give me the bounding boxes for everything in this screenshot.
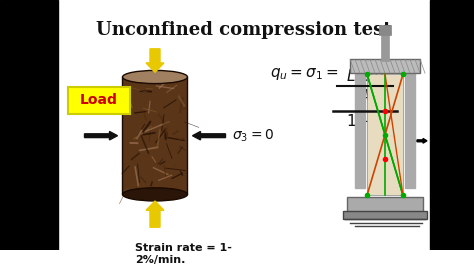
Text: $q_u = \sigma_1 = $: $q_u = \sigma_1 = $ xyxy=(270,66,338,82)
FancyArrow shape xyxy=(192,131,226,140)
Text: Load: Load xyxy=(80,93,118,107)
Text: $1 - \varepsilon$: $1 - \varepsilon$ xyxy=(346,113,384,129)
FancyArrow shape xyxy=(417,139,427,143)
Bar xyxy=(347,197,423,214)
Bar xyxy=(379,25,391,35)
Ellipse shape xyxy=(122,188,188,201)
Bar xyxy=(350,59,420,73)
Text: $\mathit{Load}$: $\mathit{Load}$ xyxy=(346,68,384,84)
Bar xyxy=(0,0,58,250)
Bar xyxy=(367,74,403,195)
FancyArrow shape xyxy=(146,49,164,72)
Bar xyxy=(343,211,427,219)
FancyArrow shape xyxy=(146,201,164,227)
Text: $\sigma_3 = 0$: $\sigma_3 = 0$ xyxy=(233,127,275,144)
Bar xyxy=(430,0,474,250)
Bar xyxy=(381,33,389,61)
Bar xyxy=(405,61,415,188)
Text: Unconfined compression test: Unconfined compression test xyxy=(96,21,392,39)
Ellipse shape xyxy=(122,70,188,84)
Text: Strain rate = 1-
2%/min.: Strain rate = 1- 2%/min. xyxy=(135,243,232,265)
Text: $\mathit{A}$: $\mathit{A}$ xyxy=(359,88,371,104)
FancyBboxPatch shape xyxy=(68,87,130,114)
Bar xyxy=(122,77,188,194)
Bar xyxy=(355,61,365,188)
FancyArrow shape xyxy=(84,131,118,140)
